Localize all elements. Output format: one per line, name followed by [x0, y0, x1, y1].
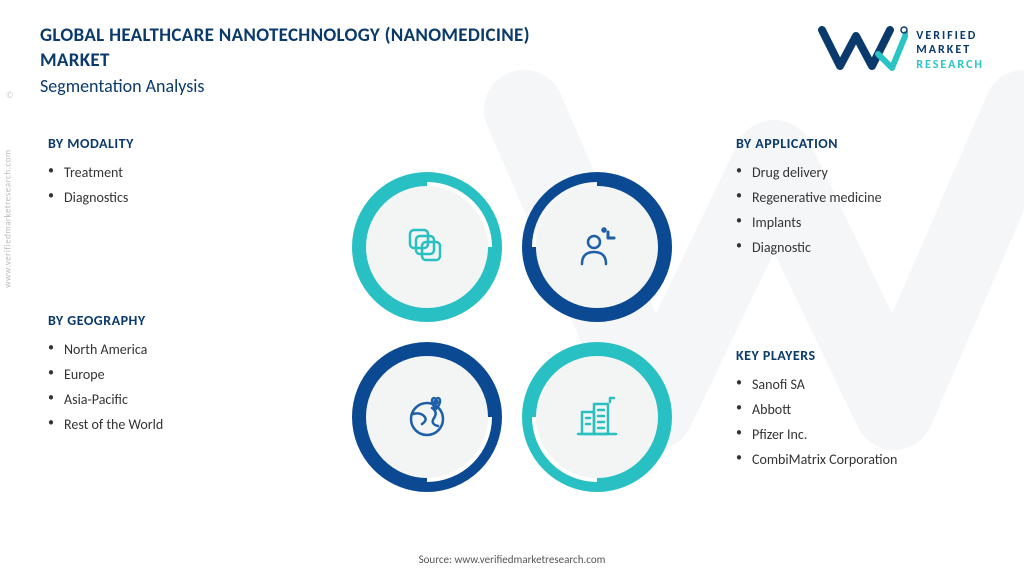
list-item: Regenerative medicine: [736, 185, 976, 210]
layers-icon: [404, 224, 450, 270]
segment-geography: BY GEOGRAPHY North America Europe Asia-P…: [48, 312, 288, 437]
petal-geography: [352, 342, 502, 492]
list-item: Implants: [736, 210, 976, 235]
logo-mark-icon: [818, 24, 908, 77]
list-item: Drug delivery: [736, 160, 976, 185]
segment-title: BY MODALITY: [48, 135, 288, 152]
building-icon: [574, 394, 620, 440]
list-item: Asia-Pacific: [48, 387, 288, 412]
list-item: CombiMatrix Corporation: [736, 447, 976, 472]
petal-inner: [366, 356, 488, 478]
list-item: Diagnostics: [48, 185, 288, 210]
page-title-line1: GLOBAL HEALTHCARE NANOTECHNOLOGY (NANOME…: [40, 24, 530, 49]
list-item: Abbott: [736, 397, 976, 422]
list-item: Sanofi SA: [736, 372, 976, 397]
petal-cluster: [352, 172, 672, 492]
header: GLOBAL HEALTHCARE NANOTECHNOLOGY (NANOME…: [0, 0, 1024, 97]
segment-modality: BY MODALITY Treatment Diagnostics: [48, 135, 288, 210]
segment-list: Treatment Diagnostics: [48, 160, 288, 210]
logo-text-line1: VERIFIED: [916, 29, 984, 43]
list-item: Rest of the World: [48, 412, 288, 437]
logo-text-line2: MARKET: [916, 43, 984, 57]
copyright-mark: ©: [6, 90, 14, 101]
list-item: Diagnostic: [736, 235, 976, 260]
petal-inner: [366, 186, 488, 308]
segment-title: BY GEOGRAPHY: [48, 312, 288, 329]
petal-application: [522, 172, 672, 322]
segment-list: Drug delivery Regenerative medicine Impl…: [736, 160, 976, 260]
title-block: GLOBAL HEALTHCARE NANOTECHNOLOGY (NANOME…: [40, 24, 530, 97]
list-item: Pfizer Inc.: [736, 422, 976, 447]
petal-inner: [536, 186, 658, 308]
petal-players: [522, 342, 672, 492]
segment-title: BY APPLICATION: [736, 135, 976, 152]
globe-icon: [404, 394, 450, 440]
segment-list: Sanofi SA Abbott Pfizer Inc. CombiMatrix…: [736, 372, 976, 472]
list-item: Treatment: [48, 160, 288, 185]
source-citation: Source: www.verifiedmarketresearch.com: [419, 553, 606, 566]
page-title-line2: MARKET: [40, 49, 530, 74]
segment-title: KEY PLAYERS: [736, 347, 976, 364]
list-item: North America: [48, 337, 288, 362]
segment-players: KEY PLAYERS Sanofi SA Abbott Pfizer Inc.…: [736, 347, 976, 472]
segment-list: North America Europe Asia-Pacific Rest o…: [48, 337, 288, 437]
person-icon: [574, 224, 620, 270]
logo: VERIFIED MARKET RESEARCH: [818, 24, 984, 77]
petal-inner: [536, 356, 658, 478]
content-area: BY MODALITY Treatment Diagnostics BY GEO…: [0, 117, 1024, 547]
page-subtitle: Segmentation Analysis: [40, 75, 530, 97]
segment-application: BY APPLICATION Drug delivery Regenerativ…: [736, 135, 976, 260]
list-item: Europe: [48, 362, 288, 387]
petal-modality: [352, 172, 502, 322]
logo-text-line3: RESEARCH: [916, 58, 984, 72]
logo-text: VERIFIED MARKET RESEARCH: [916, 29, 984, 72]
